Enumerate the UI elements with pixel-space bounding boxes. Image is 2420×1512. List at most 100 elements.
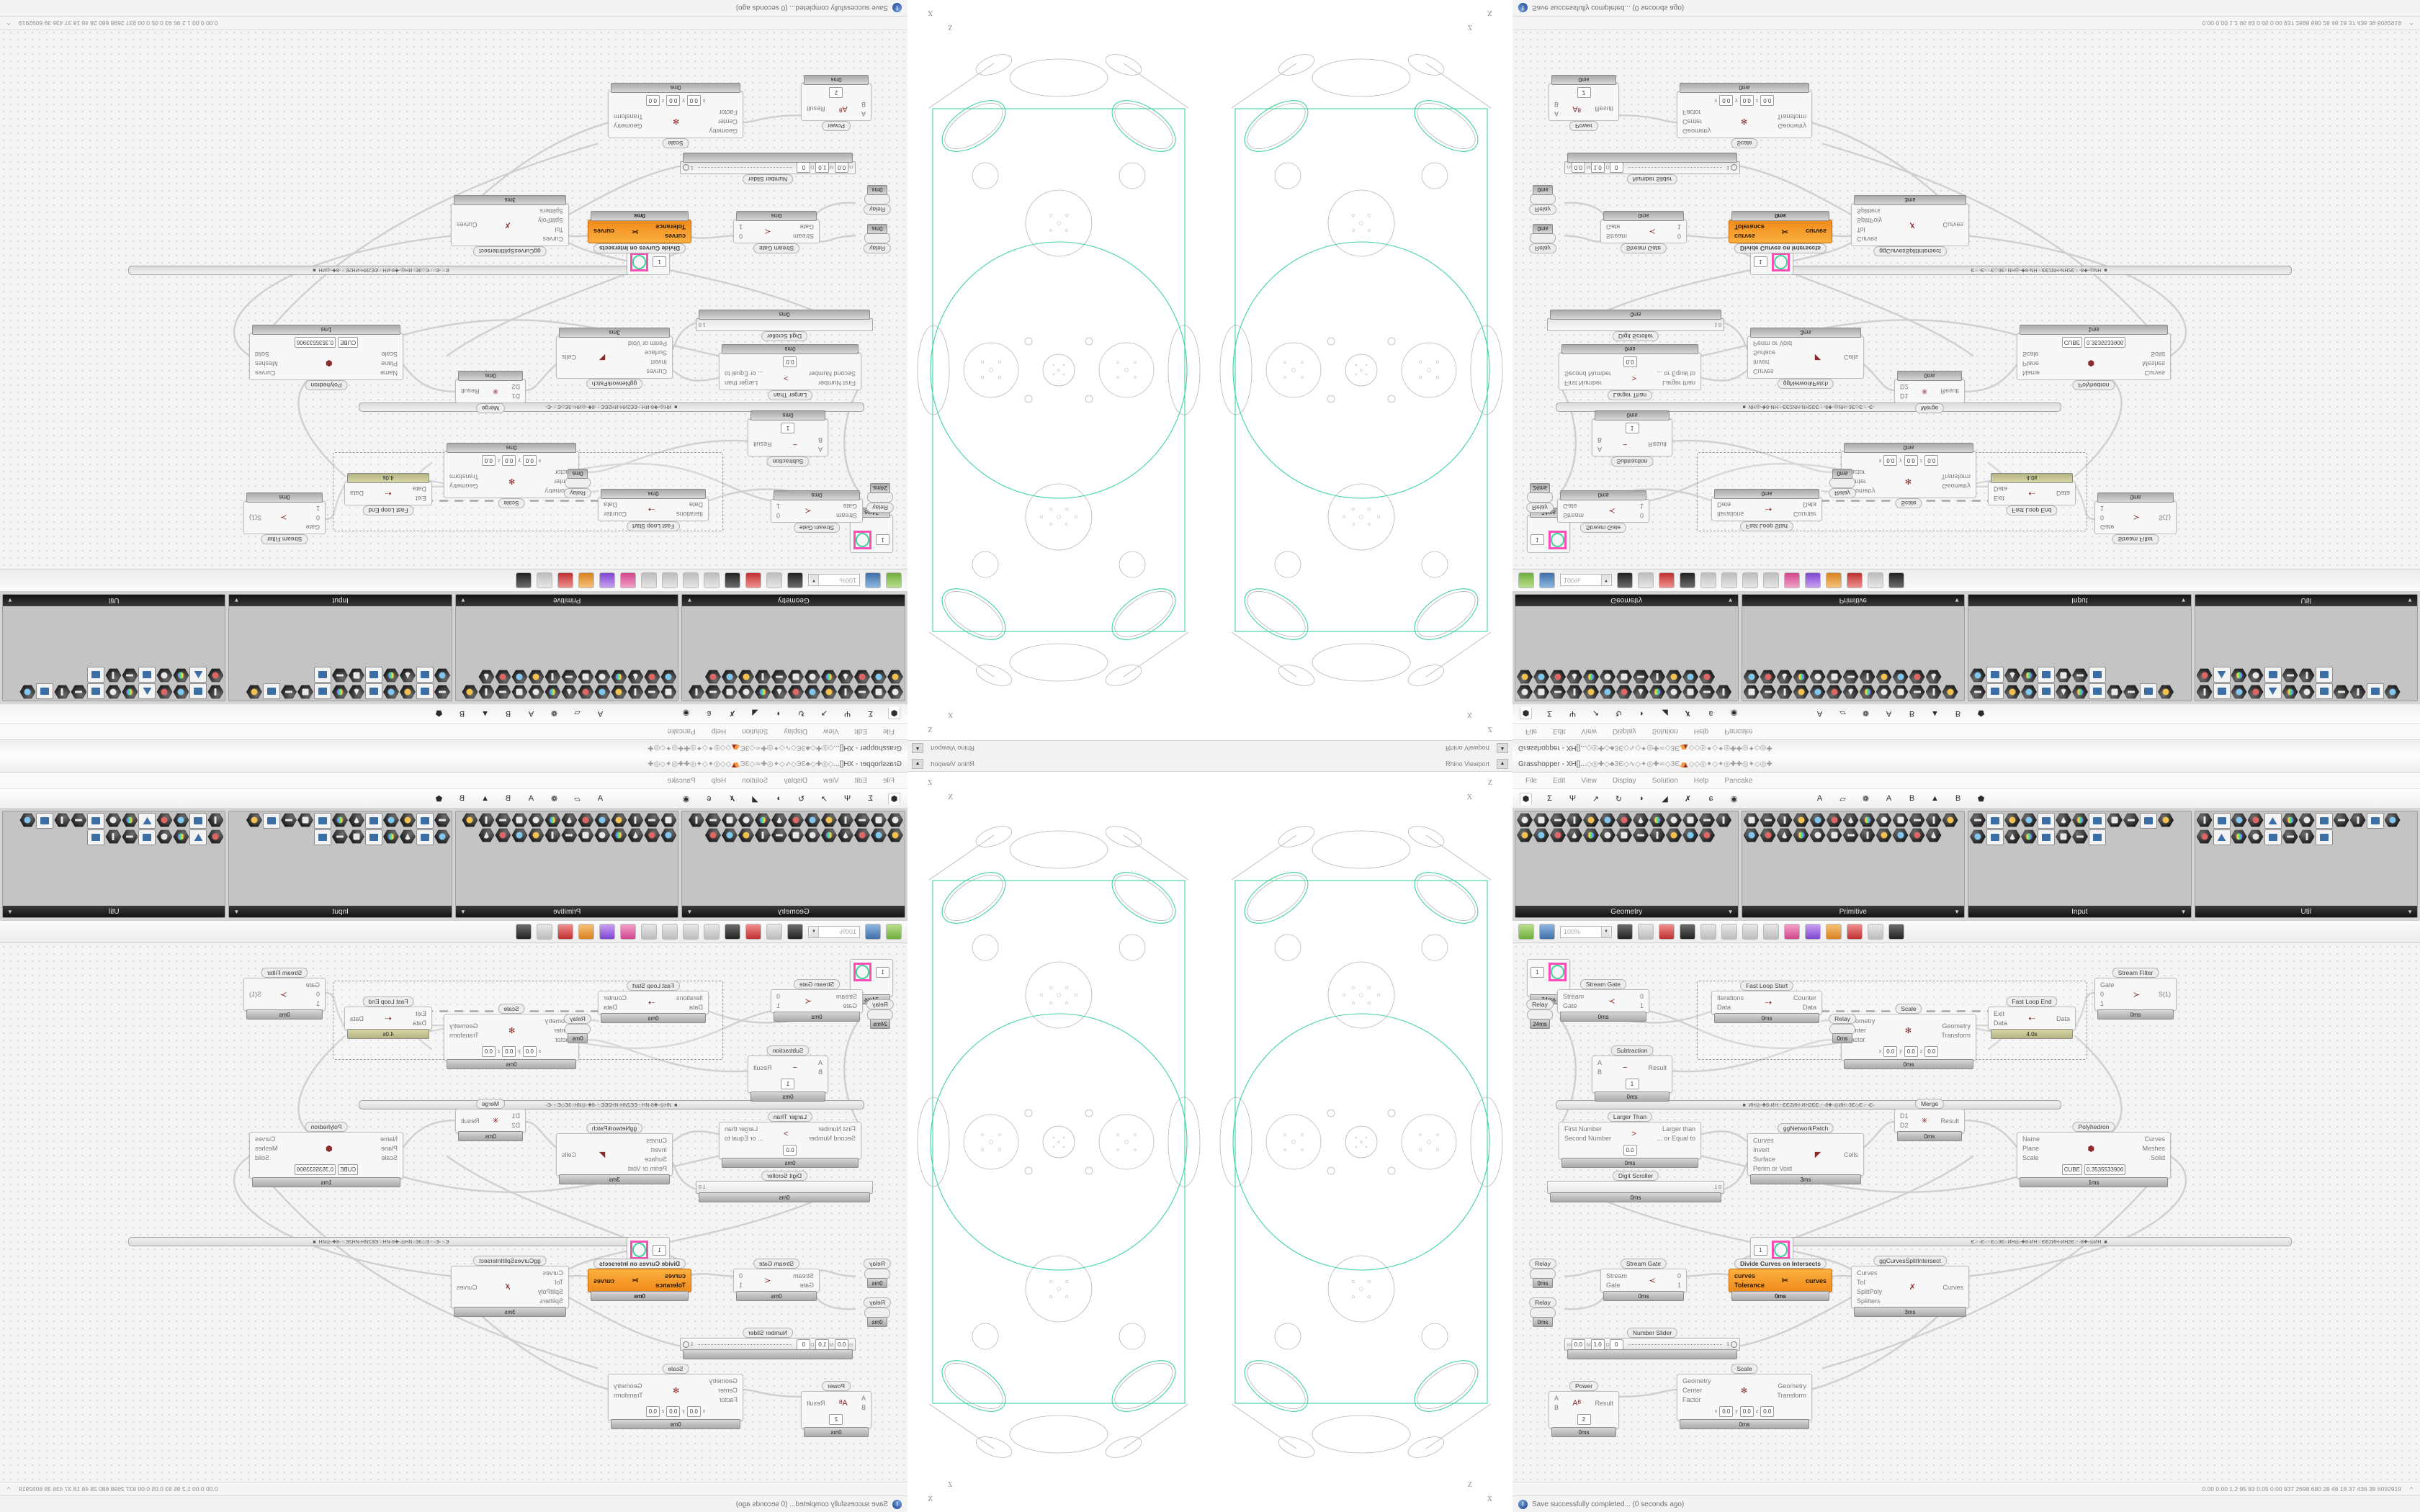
component-icon-input-9[interactable] [2123, 685, 2139, 699]
output-port-transform[interactable]: Transform [1777, 113, 1806, 121]
output-port-data[interactable]: Data [604, 501, 618, 508]
widgets-button[interactable] [1868, 924, 1883, 940]
display-tab[interactable]: ◉ [682, 794, 690, 804]
input-port-gate[interactable]: Gate [1606, 1282, 1621, 1289]
input-port-center[interactable]: Center [1847, 1027, 1867, 1034]
component-icon-util-14[interactable] [2231, 829, 2247, 844]
input-port-data[interactable]: Data [689, 1004, 703, 1011]
component-icon-util-10[interactable] [2366, 683, 2384, 699]
input-port-b[interactable]: B [1554, 101, 1559, 108]
component-icon-geometry-21[interactable] [755, 828, 771, 842]
node-stream-gate[interactable]: Stream Gate Stream Gate ≺ 0 1 0ms [1557, 490, 1649, 533]
output-port-meshes[interactable]: Meshes [2142, 360, 2165, 367]
component-icon-util-12[interactable] [2196, 829, 2213, 844]
component-icon-primitive-24[interactable] [1926, 670, 1942, 684]
component-icon-util-14[interactable] [2231, 668, 2247, 683]
output-port-1[interactable]: 1 [1677, 223, 1681, 230]
transform-tab[interactable]: ɕ [1708, 794, 1713, 803]
input-port-splitters[interactable]: Splitters [539, 1297, 563, 1305]
component-icon-geometry-18[interactable] [1600, 828, 1615, 842]
input-port-b[interactable]: B [861, 101, 866, 108]
larger-than-second[interactable]: 0.0 [783, 356, 797, 367]
output-port-result[interactable]: Result [461, 387, 480, 395]
output-port-result[interactable]: Result [461, 1117, 480, 1125]
slider-min-value[interactable]: 0.0 [835, 162, 849, 174]
output-port--or-equal-to[interactable]: ... or Equal to [1657, 370, 1695, 377]
node-ggcurvessplitintersect[interactable]: ggCurvesSplitIntersect Curves Tol SplitPoly… [1851, 1256, 1969, 1317]
output-port-cells[interactable]: Cells [562, 1151, 577, 1158]
input-port-factor[interactable]: Factor [1682, 109, 1701, 116]
input-port-exit[interactable]: Exit [415, 495, 426, 502]
component-icon-input-13[interactable] [1986, 667, 2004, 683]
input-port-splitters[interactable]: Splitters [1857, 1297, 1881, 1305]
input-port-geometry[interactable]: Geometry [1682, 1377, 1711, 1385]
save-file-button[interactable] [865, 572, 881, 588]
component-icon-input-3[interactable] [2021, 813, 2037, 827]
component-icon-util-10[interactable] [36, 813, 54, 829]
input-port-splitpoly[interactable]: SplitPoly [537, 217, 563, 224]
component-icon-geometry-4[interactable] [1583, 685, 1599, 699]
component-icon-util-2[interactable] [174, 813, 189, 827]
output-port-curves[interactable]: Curves [2144, 1135, 2165, 1143]
params-tab[interactable]: ⬢ [1520, 707, 1532, 720]
component-icon-primitive-7[interactable] [1860, 685, 1876, 699]
component-icon-geometry-4[interactable] [821, 685, 837, 699]
surface-tab[interactable]: ◗ [776, 709, 781, 718]
mesh-tab[interactable]: ◢ [752, 708, 758, 718]
relay-node[interactable]: Relay 24ms [866, 483, 894, 513]
component-icon-geometry-1[interactable] [1533, 813, 1549, 827]
input-port-curves[interactable]: Curves [646, 1137, 667, 1144]
component-icon-geometry-14[interactable] [871, 828, 887, 842]
component-icon-geometry-9[interactable] [738, 685, 754, 699]
component-icon-input-18[interactable] [2072, 668, 2088, 683]
input-port-splitters[interactable]: Splitters [1857, 207, 1881, 215]
component-icon-primitive-6[interactable] [562, 813, 578, 827]
rhino-canvas[interactable]: Z X X Z [1210, 0, 1512, 740]
input-port-stream[interactable]: Stream [792, 233, 814, 240]
zoom-level-combobox[interactable]: 100% ▼ [1560, 574, 1612, 587]
component-icon-util-9[interactable] [55, 813, 71, 827]
zoom-extents-button[interactable] [787, 572, 803, 588]
node-merge[interactable]: Merge D1 D2 ✳ Result 0ms [455, 1099, 526, 1141]
input-port-first-number[interactable]: First Number [1564, 1125, 1603, 1133]
output-port-larger-than[interactable]: Larger than [1662, 379, 1695, 387]
component-icon-primitive-3[interactable] [1793, 813, 1809, 827]
ribbon-panel-caption[interactable]: Input ▼ [229, 906, 452, 917]
component-icon-geometry-2[interactable] [1550, 813, 1566, 827]
component-icon-util-8[interactable] [2334, 685, 2349, 699]
viewport-scroll-up-icon[interactable]: ▲ [1497, 743, 1508, 754]
input-port-1[interactable]: 1 [2100, 505, 2105, 512]
menu-item-display[interactable]: Display [1612, 727, 1636, 736]
node-fast-loop-end[interactable]: Fast Loop End Exit Data ⇠ Data 4.0s [344, 996, 432, 1039]
component-icon-primitive-20[interactable] [545, 828, 561, 842]
input-port-0[interactable]: 0 [2100, 514, 2105, 521]
scale-center-x[interactable]: 0.0 [686, 95, 701, 106]
remote-panel-button[interactable] [1847, 572, 1863, 588]
component-icon-util-7[interactable] [2315, 683, 2333, 699]
output-port-geometry[interactable]: Geometry [449, 482, 478, 490]
output-port--or-equal-to[interactable]: ... or Equal to [725, 370, 763, 377]
component-icon-primitive-16[interactable] [1793, 828, 1809, 842]
profiler-button[interactable] [578, 572, 594, 588]
component-icon-util-11[interactable] [20, 685, 36, 699]
component-icon-util-9[interactable] [2349, 813, 2366, 827]
slider-max-value[interactable]: 1.0 [815, 1338, 830, 1350]
component-icon-primitive-9[interactable] [1892, 813, 1909, 827]
component-icon-geometry-7[interactable] [1633, 813, 1649, 827]
slider-handle[interactable] [683, 1341, 689, 1348]
input-port-surface[interactable]: Surface [644, 1156, 667, 1163]
component-icon-geometry-11[interactable] [705, 685, 721, 699]
display-tab[interactable]: ◉ [1730, 794, 1738, 804]
zoom-extents-button[interactable] [1617, 924, 1633, 940]
component-icon-geometry-2[interactable] [854, 813, 870, 827]
output-port-cells[interactable]: Cells [562, 354, 577, 361]
mesh-tab[interactable]: ◢ [1662, 708, 1668, 718]
component-icon-input-15[interactable] [2021, 829, 2037, 844]
menu-item-edit[interactable]: Edit [1553, 776, 1566, 785]
input-port-stream[interactable]: Stream [1563, 993, 1585, 1000]
component-icon-primitive-4[interactable] [595, 813, 611, 827]
input-port-tol[interactable]: Tol [555, 1279, 563, 1286]
component-icon-geometry-12[interactable] [1716, 813, 1731, 827]
scale-center-y[interactable]: 0.0 [1904, 1046, 1918, 1057]
component-icon-util-0[interactable] [2197, 685, 2213, 699]
